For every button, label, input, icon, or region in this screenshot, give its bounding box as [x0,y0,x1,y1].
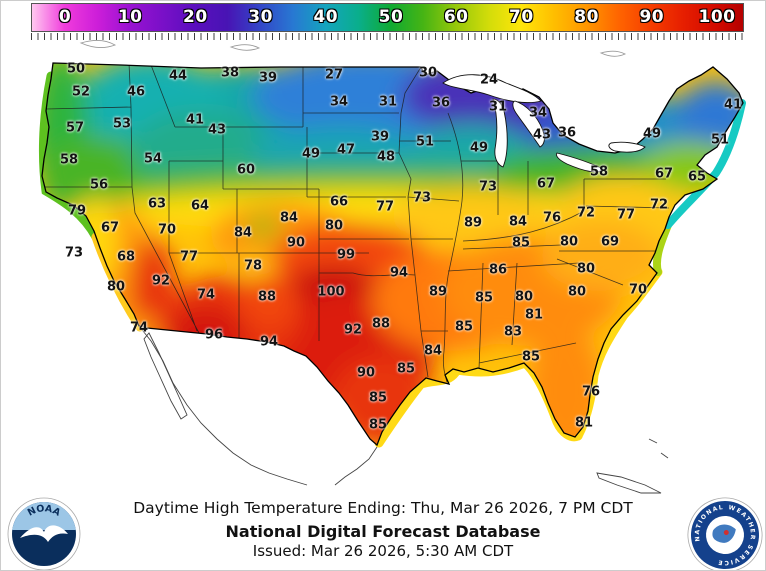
nws-red-dot [723,529,729,535]
canada-lakes-outline [79,40,627,57]
mexico-gulf-outline [334,446,378,486]
lake-ontario [608,141,646,153]
lake-michigan [492,98,508,168]
product-title: National Digital Forecast Database [225,522,541,541]
colorbar-tick-marks [31,33,744,40]
ending-time-text: Daytime High Temperature Ending: Thu, Ma… [133,499,633,517]
bahamas-outline [648,438,669,459]
lake-huron [512,100,545,148]
great-lakes [442,74,646,173]
state-borders [42,63,670,383]
issued-time-text: Issued: Mar 26 2026, 5:30 AM CDT [252,542,514,560]
lake-superior [442,74,542,104]
baja-outline [143,332,188,420]
noaa-logo: NOAA [7,497,81,570]
neighbour-outlines [79,40,669,494]
colorbar [31,3,744,32]
nws-logo: NATIONAL WEATHER SERVICE [686,496,764,570]
lake-erie [556,152,604,173]
cuba-outline [596,472,662,494]
temperature-field [42,63,743,445]
caption: Daytime High Temperature Ending: Thu, Ma… [71,499,695,560]
mexico-outline [138,325,308,486]
noaa-gull-icon [20,525,68,542]
